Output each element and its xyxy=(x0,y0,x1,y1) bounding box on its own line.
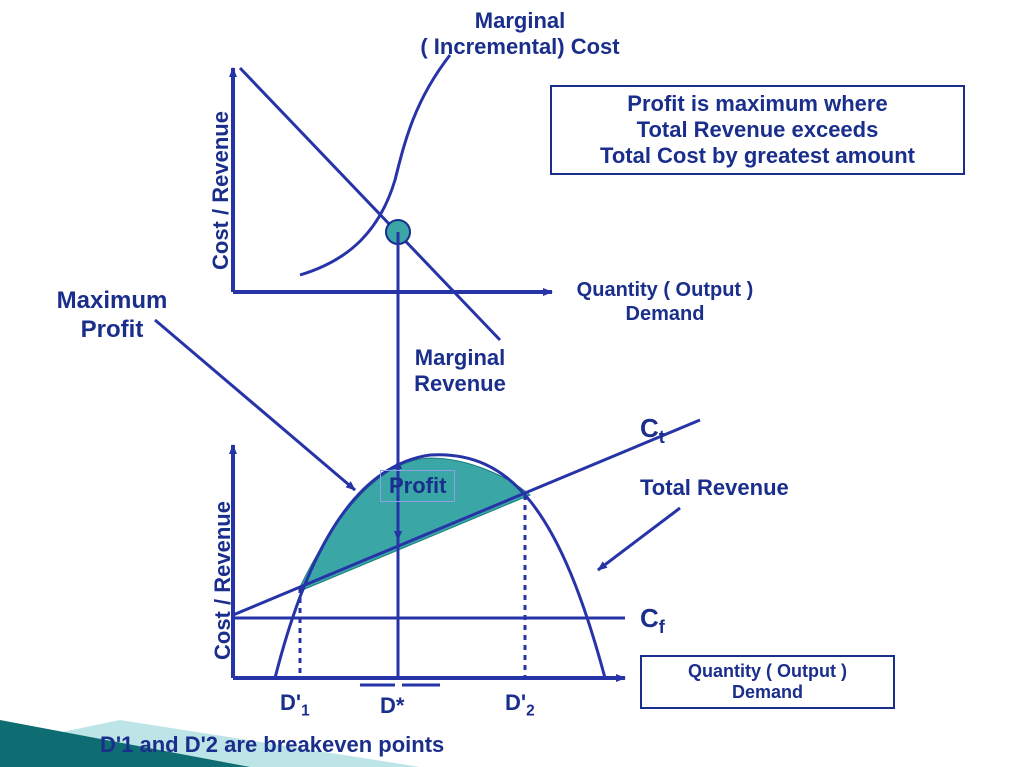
marginal-cost-label: Marginal ( Incremental) Cost xyxy=(395,8,645,61)
total-revenue-callout xyxy=(598,508,680,570)
max-profit-callout xyxy=(155,320,355,490)
d2-label: D'2 xyxy=(505,690,535,721)
top-x-axis-label: Quantity ( Output ) Demand xyxy=(560,278,770,326)
marginal-cost-curve xyxy=(300,55,450,275)
profit-statement-box: Profit is maximum where Total Revenue ex… xyxy=(550,85,965,175)
dstar-label: D* xyxy=(380,693,404,719)
cf-label: Cf xyxy=(640,603,665,639)
diagram-canvas: { "colors": { "line": "#2634a8", "text":… xyxy=(0,0,1024,767)
marginal-revenue-label: Marginal Revenue xyxy=(395,345,525,398)
d1-label: D'1 xyxy=(280,690,310,721)
bottom-x-axis-label: Quantity ( Output ) Demand xyxy=(640,655,895,709)
total-revenue-label: Total Revenue xyxy=(640,475,789,501)
breakeven-note: D'1 and D'2 are breakeven points xyxy=(100,732,444,758)
profit-label: Profit xyxy=(380,470,455,502)
bottom-y-axis-label: Cost / Revenue xyxy=(210,501,236,660)
ct-label: Ct xyxy=(640,413,665,449)
top-y-axis-label: Cost / Revenue xyxy=(208,111,234,270)
maximum-profit-label: Maximum Profit xyxy=(42,287,182,345)
marginal-revenue-line xyxy=(240,68,500,340)
